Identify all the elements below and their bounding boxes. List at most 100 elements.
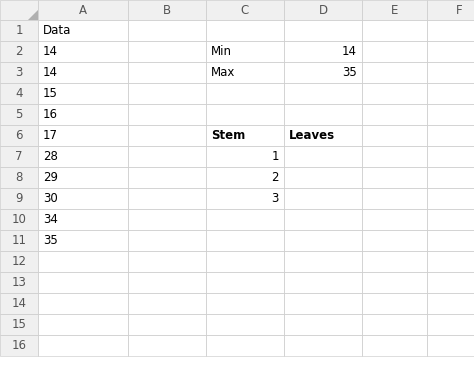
Bar [0,272,38,293]
Text: 7: 7 [15,150,23,163]
Bar [362,104,427,125]
Bar [206,230,284,251]
Bar [206,167,284,188]
Bar [0,272,38,293]
Bar [362,230,427,251]
Bar [128,125,206,146]
Bar [206,83,284,104]
Bar [427,20,474,41]
Bar [38,188,128,209]
Bar [128,41,206,62]
Bar [38,293,128,314]
Bar [362,314,427,335]
Bar [206,125,284,146]
Bar [362,62,427,83]
Bar [0,0,38,20]
Text: 35: 35 [43,234,58,247]
Text: 11: 11 [11,234,27,247]
Bar [0,41,38,62]
Bar [427,293,474,314]
Bar [284,272,362,293]
Text: 15: 15 [11,318,27,331]
Bar [38,0,128,20]
Text: Stem: Stem [211,129,245,142]
Bar [427,83,474,104]
Bar [206,314,284,335]
Bar [206,146,284,167]
Bar [362,272,427,293]
Text: 13: 13 [11,276,27,289]
Bar [284,293,362,314]
Bar [128,62,206,83]
Bar [284,0,362,20]
Bar [206,188,284,209]
Bar [284,62,362,83]
Bar [362,104,427,125]
Bar [0,83,38,104]
Bar [427,104,474,125]
Bar [206,104,284,125]
Bar [284,167,362,188]
Bar [362,83,427,104]
Text: 34: 34 [43,213,58,226]
Text: 29: 29 [43,171,58,184]
Bar [427,0,474,20]
Bar [128,167,206,188]
Bar [427,272,474,293]
Bar [0,209,38,230]
Text: E: E [391,4,398,17]
Bar [38,230,128,251]
Bar [284,251,362,272]
Bar [284,335,362,356]
Bar [38,335,128,356]
Bar [362,41,427,62]
Bar [284,314,362,335]
Bar [38,62,128,83]
Bar [427,41,474,62]
Text: Leaves: Leaves [289,129,335,142]
Bar [128,293,206,314]
Bar [206,251,284,272]
Text: 15: 15 [43,87,58,100]
Bar [38,125,128,146]
Bar [427,272,474,293]
Bar [38,272,128,293]
Bar [206,209,284,230]
Text: 5: 5 [15,108,23,121]
Bar [128,188,206,209]
Bar [362,167,427,188]
Bar [427,167,474,188]
Bar [38,230,128,251]
Bar [206,335,284,356]
Bar [362,293,427,314]
Bar [284,167,362,188]
Bar [206,20,284,41]
Text: 3: 3 [272,192,279,205]
Bar [427,314,474,335]
Bar [206,62,284,83]
Bar [206,230,284,251]
Bar [0,125,38,146]
Bar [128,83,206,104]
Bar [38,83,128,104]
Bar [38,188,128,209]
Bar [427,41,474,62]
Bar [427,209,474,230]
Bar [362,188,427,209]
Bar [362,62,427,83]
Bar [284,188,362,209]
Bar [128,272,206,293]
Bar [128,314,206,335]
Bar [206,83,284,104]
Bar [38,314,128,335]
Bar [128,62,206,83]
Bar [206,251,284,272]
Bar [362,293,427,314]
Bar [427,251,474,272]
Bar [284,314,362,335]
Bar [128,251,206,272]
Bar [128,335,206,356]
Bar [427,188,474,209]
Bar [284,83,362,104]
Bar [284,104,362,125]
